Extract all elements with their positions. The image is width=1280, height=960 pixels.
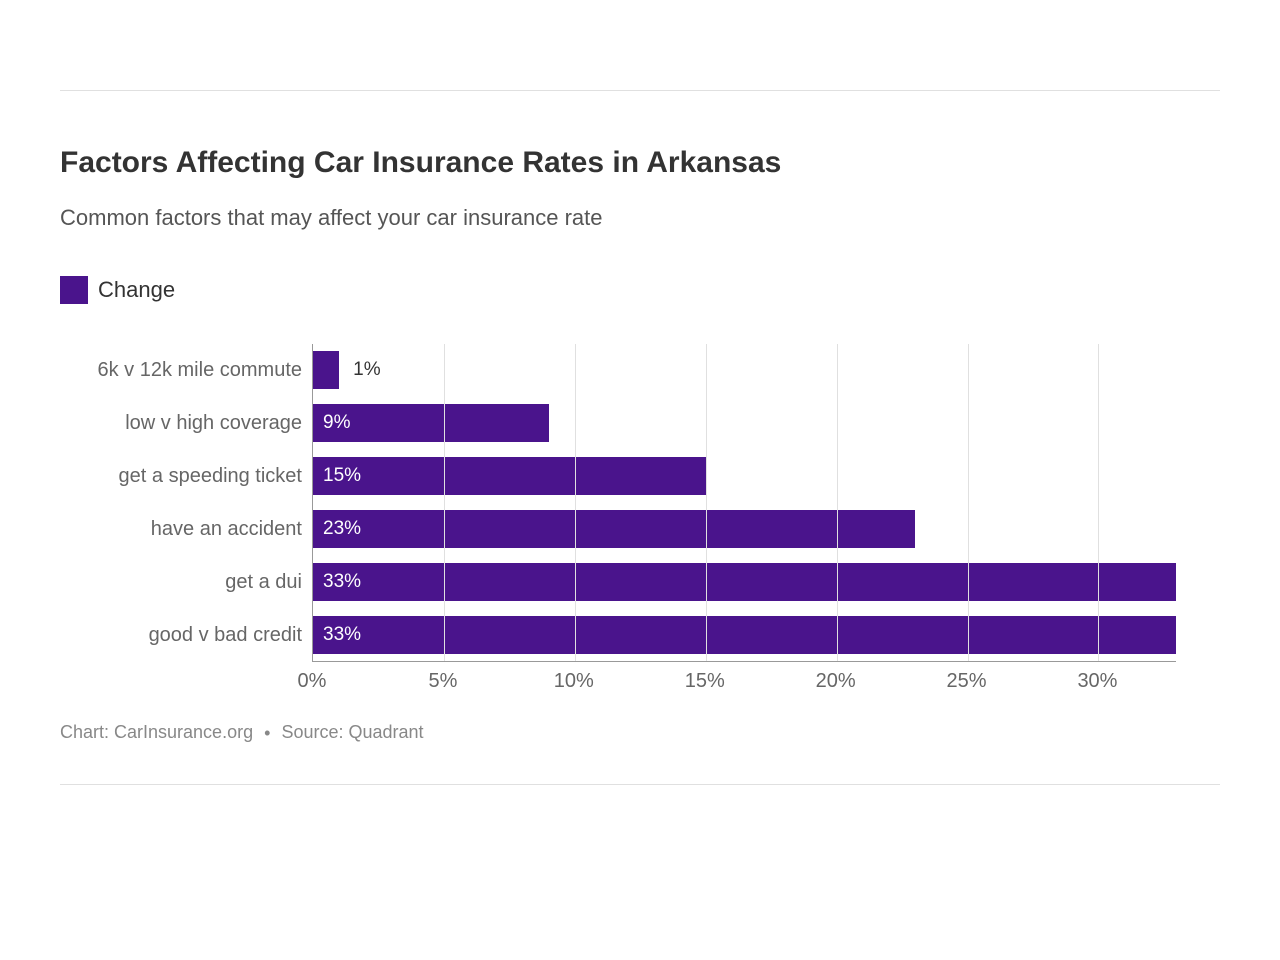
gridline (837, 344, 838, 661)
gridline (706, 344, 707, 661)
x-axis-tick: 10% (554, 670, 594, 693)
bar: 1% (313, 351, 339, 389)
gridline (575, 344, 576, 661)
bottom-divider (60, 784, 1220, 785)
y-axis-label: 6k v 12k mile commute (97, 344, 302, 397)
footer-source-credit: Source: Quadrant (281, 722, 423, 742)
bar-value-label: 1% (353, 359, 380, 381)
gridline (1098, 344, 1099, 661)
gridline (968, 344, 969, 661)
bar: 23% (313, 510, 915, 548)
bar-row: 1% (313, 344, 1176, 397)
bar-row: 15% (313, 450, 1176, 503)
bar-row: 33% (313, 608, 1176, 661)
y-axis-label: low v high coverage (125, 397, 302, 450)
legend: Change (60, 276, 1220, 304)
y-axis-labels: 6k v 12k mile commutelow v high coverage… (60, 344, 312, 692)
y-axis-label: get a dui (225, 556, 302, 609)
x-axis-tick: 20% (816, 670, 856, 693)
gridline (444, 344, 445, 661)
bar: 15% (313, 457, 706, 495)
content-area: Factors Affecting Car Insurance Rates in… (60, 91, 1220, 784)
footer-separator-icon: • (264, 723, 270, 744)
bar-row: 9% (313, 397, 1176, 450)
chart-footer: Chart: CarInsurance.org • Source: Quadra… (60, 722, 1220, 744)
legend-swatch (60, 276, 88, 304)
x-axis-tick: 0% (298, 670, 327, 693)
bar: 9% (313, 404, 549, 442)
y-axis-label: have an accident (151, 503, 302, 556)
page: Factors Affecting Car Insurance Rates in… (0, 0, 1280, 785)
chart-subtitle: Common factors that may affect your car … (60, 205, 1220, 231)
legend-label: Change (98, 277, 175, 303)
plot-wrap: 1%9%15%23%33%33% 0%5%10%15%20%25%30% (312, 344, 1220, 692)
bar-row: 33% (313, 555, 1176, 608)
x-axis-tick: 15% (685, 670, 725, 693)
chart-title: Factors Affecting Car Insurance Rates in… (60, 146, 1220, 180)
plot: 1% 9% 15% 23% 33% 33% (312, 344, 1176, 662)
y-axis-label: good v bad credit (149, 609, 302, 662)
bar-value-label: 33% (323, 624, 361, 646)
x-axis: 0%5%10%15%20%25%30% (312, 662, 1176, 692)
bar-value-label: 9% (323, 412, 350, 434)
bar-value-label: 23% (323, 518, 361, 540)
y-axis-label: get a speeding ticket (119, 450, 302, 503)
x-axis-tick: 5% (428, 670, 457, 693)
x-axis-tick: 25% (947, 670, 987, 693)
bar: 33% (313, 616, 1176, 654)
bar-row: 23% (313, 502, 1176, 555)
footer-chart-credit: Chart: CarInsurance.org (60, 722, 253, 742)
top-spacer (60, 0, 1220, 90)
bars-container: 1% 9% 15% 23% 33% 33% (313, 344, 1176, 661)
x-axis-tick: 30% (1077, 670, 1117, 693)
bar-value-label: 33% (323, 571, 361, 593)
bar: 33% (313, 563, 1176, 601)
chart-area: 6k v 12k mile commutelow v high coverage… (60, 344, 1220, 692)
bar-value-label: 15% (323, 465, 361, 487)
